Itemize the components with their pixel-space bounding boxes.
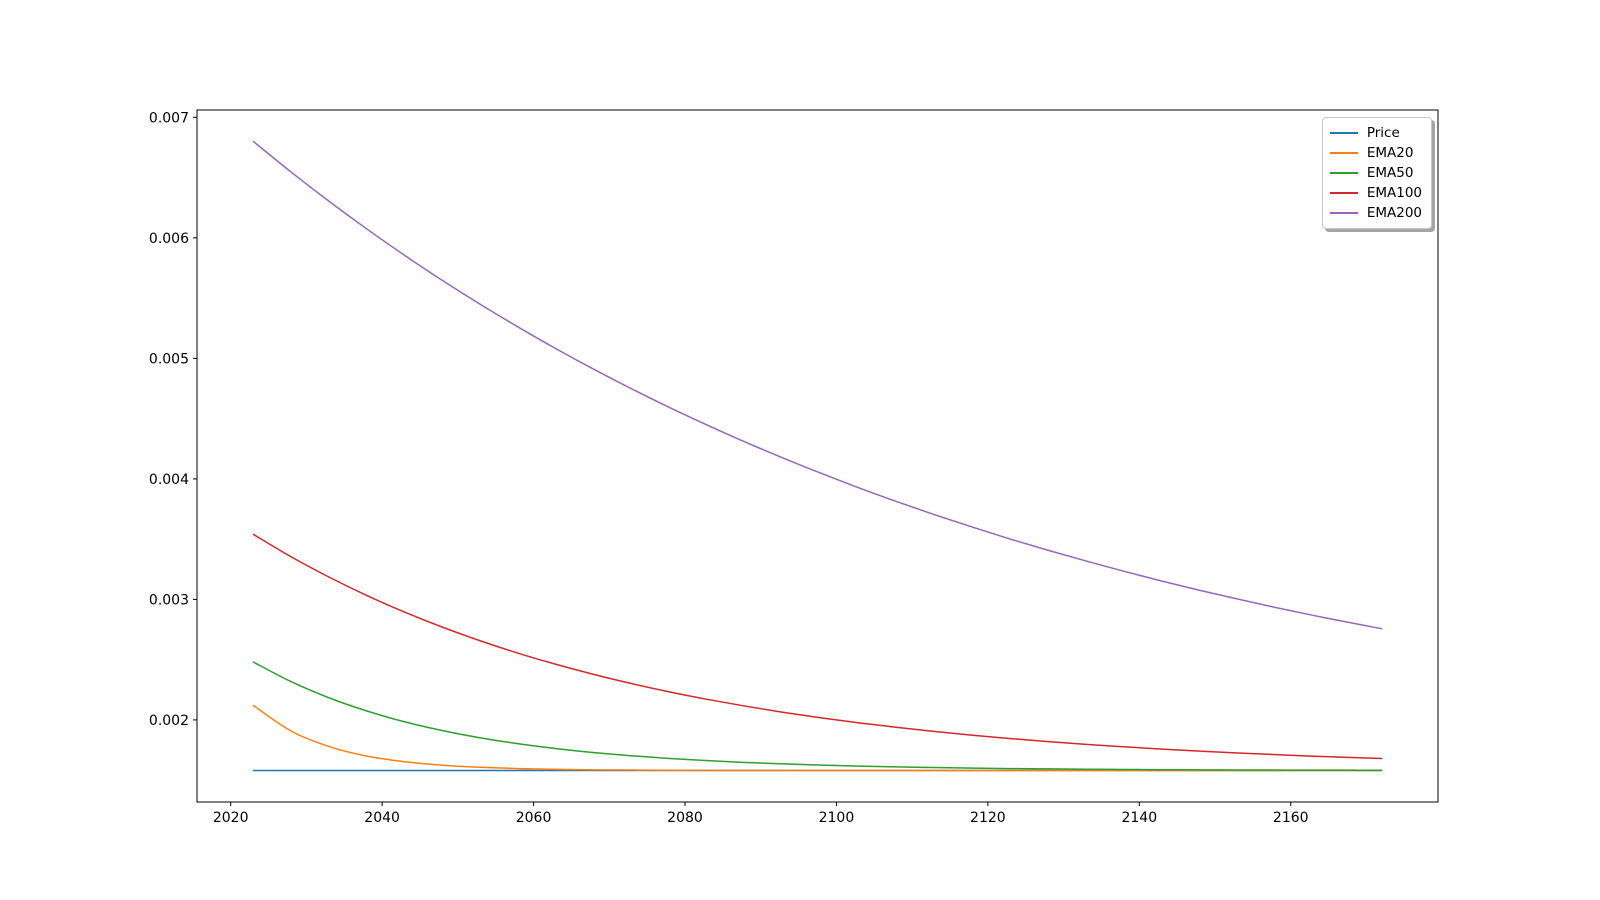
series-line-ema100 — [252, 533, 1383, 760]
x-tick-label: 2060 — [516, 810, 552, 826]
y-tick-label: 0.005 — [149, 351, 189, 367]
x-tick-label: 2080 — [667, 810, 703, 826]
series-line-ema50 — [252, 661, 1383, 772]
y-tick-label: 0.006 — [149, 231, 189, 247]
legend-line-swatch — [1329, 192, 1358, 194]
x-tick-label: 2120 — [970, 810, 1006, 826]
x-tick-label: 2160 — [1273, 810, 1309, 826]
legend-line-swatch — [1329, 132, 1358, 134]
y-tick-label: 0.003 — [149, 592, 189, 608]
legend-entry: EMA200 — [1329, 203, 1422, 223]
x-tick-label: 2040 — [364, 810, 400, 826]
legend-entry: Price — [1329, 123, 1422, 143]
y-tick-label: 0.007 — [149, 110, 189, 126]
legend: Price EMA20 EMA50 EMA100 EMA200 — [1321, 117, 1432, 229]
axes-spines — [196, 109, 1439, 803]
x-tick-label: 2140 — [1121, 810, 1157, 826]
legend-entry: EMA100 — [1329, 183, 1422, 203]
legend-line-swatch — [1329, 172, 1358, 174]
series-line-ema200 — [252, 140, 1383, 630]
y-tick-label: 0.004 — [149, 472, 189, 488]
y-tick-label: 0.002 — [149, 713, 189, 729]
legend-entry-label: EMA20 — [1366, 145, 1414, 161]
legend-entry-label: EMA100 — [1366, 185, 1422, 201]
legend-entry-label: EMA50 — [1366, 165, 1414, 181]
legend-entry: EMA20 — [1329, 143, 1422, 163]
x-tick-label: 2100 — [819, 810, 855, 826]
legend-entry-label: Price — [1366, 125, 1400, 141]
series-line-ema20 — [252, 704, 1383, 772]
legend-line-swatch — [1329, 152, 1358, 154]
legend-entry-label: EMA200 — [1366, 205, 1422, 221]
legend-line-swatch — [1329, 212, 1358, 214]
legend-entry: EMA50 — [1329, 163, 1422, 183]
x-tick-label: 2020 — [213, 810, 249, 826]
